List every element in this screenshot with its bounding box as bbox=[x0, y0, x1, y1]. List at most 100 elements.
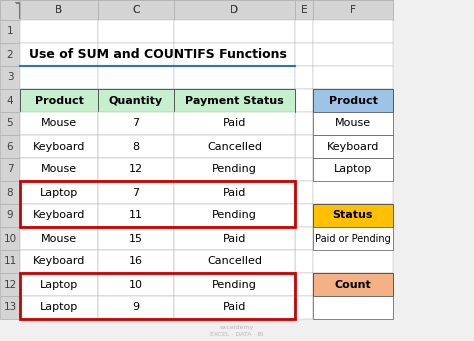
Bar bbox=[295, 43, 313, 66]
Text: C: C bbox=[132, 5, 140, 15]
Bar bbox=[174, 43, 295, 66]
Bar bbox=[20, 89, 98, 112]
Bar bbox=[174, 158, 295, 181]
Bar bbox=[20, 135, 98, 158]
Bar bbox=[98, 112, 174, 135]
Bar bbox=[0, 204, 20, 227]
Text: 6: 6 bbox=[7, 142, 13, 151]
Text: D: D bbox=[230, 5, 238, 15]
Text: Cancelled: Cancelled bbox=[207, 142, 262, 151]
Bar bbox=[295, 89, 313, 112]
Bar bbox=[313, 20, 393, 43]
Bar bbox=[98, 135, 174, 158]
Text: Paid: Paid bbox=[223, 188, 246, 197]
Bar bbox=[98, 135, 174, 158]
Text: 2: 2 bbox=[7, 49, 13, 59]
Bar bbox=[0, 20, 20, 43]
Text: 10: 10 bbox=[129, 280, 143, 290]
Bar bbox=[174, 66, 295, 89]
Bar bbox=[295, 250, 313, 273]
Bar bbox=[295, 135, 313, 158]
Text: 11: 11 bbox=[3, 256, 17, 267]
Bar bbox=[313, 135, 393, 158]
Bar bbox=[313, 158, 393, 181]
Text: Product: Product bbox=[328, 95, 377, 105]
Text: Keyboard: Keyboard bbox=[327, 142, 379, 151]
Bar bbox=[295, 181, 313, 204]
Text: Status: Status bbox=[333, 210, 373, 221]
Bar bbox=[295, 66, 313, 89]
Bar bbox=[174, 135, 295, 158]
Bar bbox=[98, 296, 174, 319]
Bar bbox=[98, 204, 174, 227]
Bar bbox=[98, 20, 174, 43]
Bar bbox=[174, 0, 295, 20]
Text: Keyboard: Keyboard bbox=[33, 210, 85, 221]
Bar bbox=[20, 227, 98, 250]
Bar bbox=[174, 296, 295, 319]
Bar bbox=[313, 204, 393, 227]
Bar bbox=[20, 158, 98, 181]
Bar bbox=[174, 112, 295, 135]
Bar bbox=[0, 227, 20, 250]
Bar bbox=[313, 0, 393, 20]
Bar bbox=[174, 0, 295, 20]
Text: 7: 7 bbox=[132, 119, 139, 129]
Bar bbox=[98, 273, 174, 296]
Bar bbox=[0, 181, 20, 204]
Text: B: B bbox=[55, 5, 63, 15]
Bar bbox=[174, 273, 295, 296]
Bar bbox=[174, 89, 295, 112]
Text: Paid: Paid bbox=[223, 302, 246, 312]
Bar bbox=[20, 181, 98, 204]
Text: Quantity: Quantity bbox=[109, 95, 163, 105]
Bar bbox=[174, 181, 295, 204]
Text: 5: 5 bbox=[7, 119, 13, 129]
Bar bbox=[20, 181, 98, 204]
Bar bbox=[0, 158, 20, 181]
Bar bbox=[174, 204, 295, 227]
Bar bbox=[20, 158, 98, 181]
Text: Cancelled: Cancelled bbox=[207, 256, 262, 267]
Bar bbox=[174, 158, 295, 181]
Text: 16: 16 bbox=[129, 256, 143, 267]
Bar bbox=[295, 273, 313, 296]
Bar bbox=[295, 204, 313, 227]
Bar bbox=[20, 273, 98, 296]
Bar bbox=[0, 112, 20, 135]
Bar bbox=[20, 296, 98, 319]
Bar bbox=[0, 43, 20, 66]
Bar bbox=[174, 296, 295, 319]
Text: Paid: Paid bbox=[223, 234, 246, 243]
Bar bbox=[98, 158, 174, 181]
Bar bbox=[174, 250, 295, 273]
Bar bbox=[313, 112, 393, 135]
Bar bbox=[98, 158, 174, 181]
Bar bbox=[98, 0, 174, 20]
Text: 9: 9 bbox=[7, 210, 13, 221]
Text: Mouse: Mouse bbox=[41, 234, 77, 243]
Text: F: F bbox=[350, 5, 356, 15]
Bar bbox=[174, 250, 295, 273]
Text: Laptop: Laptop bbox=[334, 164, 372, 175]
Bar bbox=[295, 0, 313, 20]
Bar bbox=[174, 181, 295, 204]
Bar bbox=[20, 250, 98, 273]
Bar bbox=[313, 273, 393, 296]
Text: E: E bbox=[301, 5, 307, 15]
Text: 12: 12 bbox=[3, 280, 17, 290]
Bar bbox=[313, 296, 393, 319]
Text: Paid: Paid bbox=[223, 119, 246, 129]
Bar bbox=[313, 43, 393, 66]
Bar bbox=[20, 273, 98, 296]
Text: 15: 15 bbox=[129, 234, 143, 243]
Bar bbox=[98, 250, 174, 273]
Bar bbox=[98, 296, 174, 319]
Bar bbox=[98, 89, 174, 112]
Bar bbox=[98, 250, 174, 273]
Bar bbox=[20, 43, 98, 66]
Bar bbox=[295, 158, 313, 181]
Bar bbox=[20, 0, 98, 20]
Bar bbox=[20, 181, 295, 227]
Text: 7: 7 bbox=[132, 188, 139, 197]
